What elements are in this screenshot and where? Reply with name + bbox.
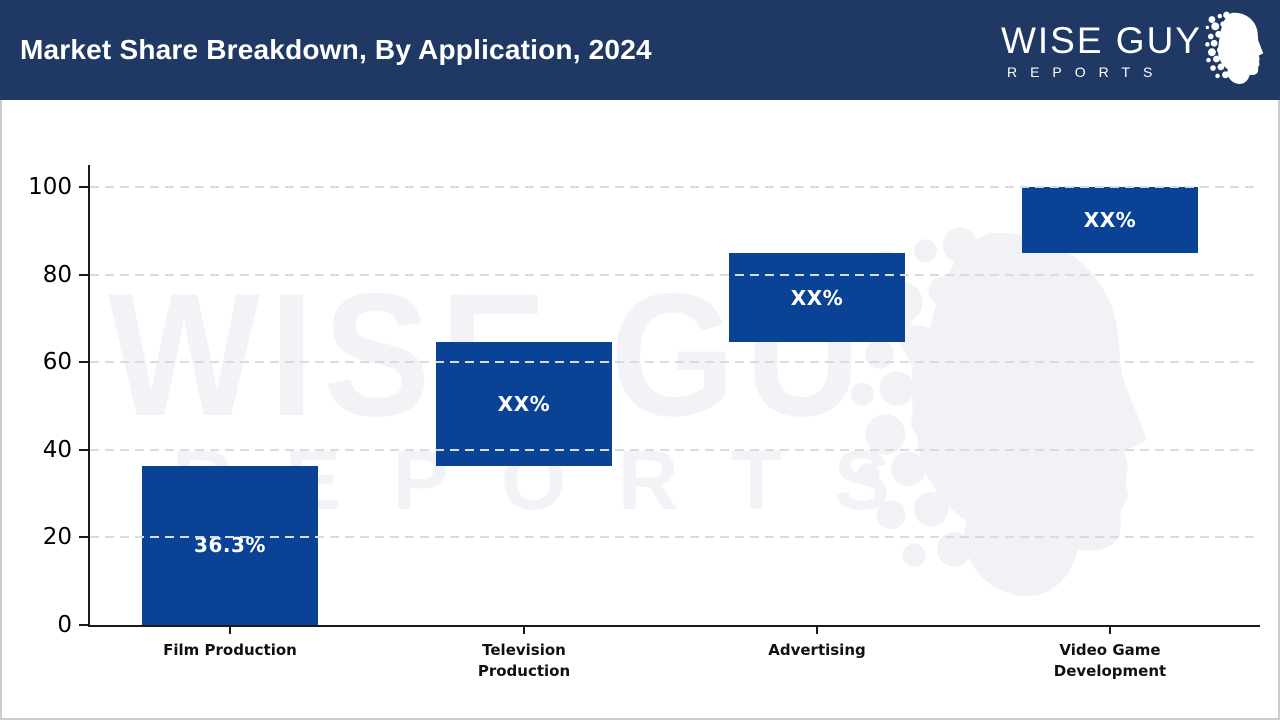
face-profile bbox=[1217, 12, 1264, 84]
x-category-label-1: Television Production bbox=[409, 640, 639, 682]
bar-value-label: XX% bbox=[790, 285, 844, 310]
y-tick-label-80: 80 bbox=[42, 261, 72, 288]
y-axis-line bbox=[88, 165, 90, 627]
x-category-label-2: Advertising bbox=[702, 640, 932, 661]
x-tick-mark-0 bbox=[229, 627, 231, 634]
x-category-label-0: Film Production bbox=[115, 640, 345, 661]
y-gridline-20 bbox=[90, 536, 1258, 539]
x-category-label-line: Advertising bbox=[768, 641, 866, 659]
x-tick-mark-3 bbox=[1109, 627, 1111, 634]
x-category-label-line: Television bbox=[482, 641, 566, 659]
y-tick-mark-100 bbox=[79, 186, 88, 188]
wiseguy-logo-text: WISE GUY REPORTS bbox=[1001, 21, 1202, 81]
y-tick-mark-40 bbox=[79, 448, 88, 451]
y-tick-mark-80 bbox=[79, 273, 88, 276]
x-category-label-line: Film Production bbox=[163, 641, 297, 659]
y-tick-label-20: 20 bbox=[42, 524, 72, 551]
y-gridline-40 bbox=[90, 448, 1258, 451]
x-category-label-line: Video Game bbox=[1059, 641, 1161, 659]
x-axis-line bbox=[88, 625, 1260, 627]
bar-value-label: XX% bbox=[1083, 208, 1137, 233]
x-category-label-line: Development bbox=[1053, 662, 1167, 680]
y-tick-mark-20 bbox=[79, 536, 88, 539]
x-category-label-line: Production bbox=[477, 662, 571, 680]
bar-video-game-development: XX% bbox=[1022, 187, 1198, 254]
x-category-label-3: Video Game Development bbox=[995, 640, 1225, 682]
bar-value-label: XX% bbox=[497, 392, 551, 417]
header-banner: Market Share Breakdown, By Application, … bbox=[0, 0, 1280, 100]
wiseguy-logo: WISE GUY REPORTS bbox=[1001, 10, 1266, 90]
wiseguy-logo-subtitle: REPORTS bbox=[1006, 64, 1166, 80]
x-tick-mark-1 bbox=[523, 627, 525, 634]
bar-advertising: XX% bbox=[729, 253, 905, 343]
wiseguy-logo-wordmark: WISE GUY bbox=[1000, 20, 1202, 61]
y-tick-label-100: 100 bbox=[28, 174, 72, 200]
y-tick-label-0: 0 bbox=[57, 612, 72, 638]
y-tick-label-40: 40 bbox=[42, 436, 72, 463]
y-tick-label-60: 60 bbox=[42, 349, 72, 376]
y-gridline-80 bbox=[90, 273, 1258, 276]
page-title: Market Share Breakdown, By Application, … bbox=[20, 34, 652, 65]
y-gridline-100 bbox=[90, 186, 1258, 188]
bar-film-production: 36.3% bbox=[142, 466, 318, 625]
y-tick-mark-0 bbox=[79, 624, 88, 626]
x-tick-mark-2 bbox=[816, 627, 818, 634]
wiseguy-face-icon bbox=[1205, 11, 1264, 84]
y-gridline-60 bbox=[90, 361, 1258, 364]
y-tick-mark-60 bbox=[79, 361, 88, 364]
